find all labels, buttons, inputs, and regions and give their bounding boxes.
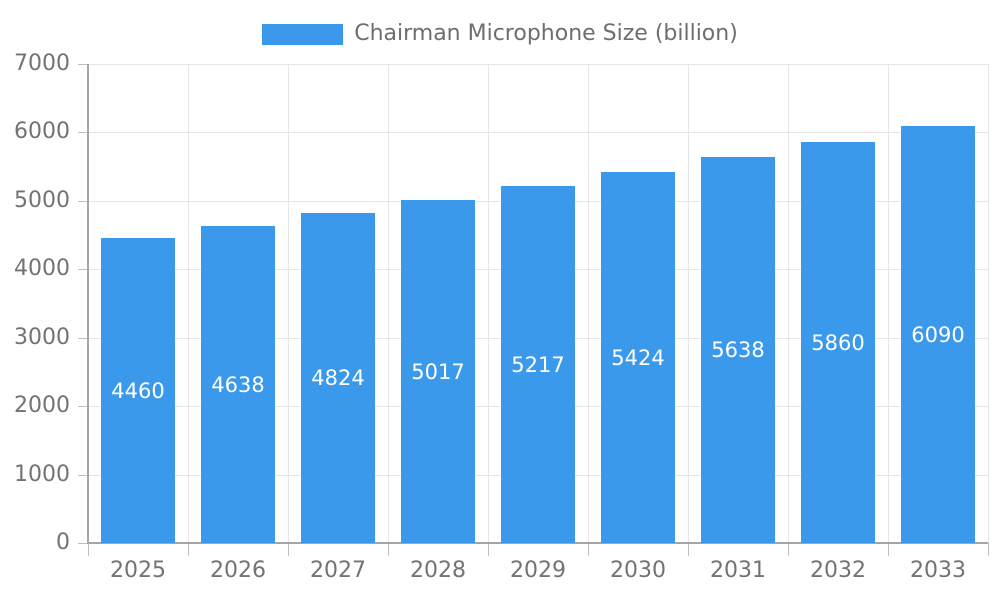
bar-value-label: 4638 bbox=[211, 372, 265, 397]
x-axis-label-2031: 2031 bbox=[710, 558, 766, 583]
gridline-x-8 bbox=[888, 64, 889, 543]
x-axis-label-2033: 2033 bbox=[910, 558, 966, 583]
y-tick-3000 bbox=[78, 338, 88, 339]
gridline-x-4 bbox=[488, 64, 489, 543]
bar-value-label: 5217 bbox=[511, 352, 565, 377]
gridline-x-3 bbox=[388, 64, 389, 543]
legend-swatch-icon bbox=[262, 23, 344, 45]
gridline-x-2 bbox=[288, 64, 289, 543]
bar-2032[interactable]: 5860 bbox=[801, 142, 875, 543]
y-axis-label: 0 bbox=[56, 530, 70, 555]
bar-2031[interactable]: 5638 bbox=[701, 157, 775, 543]
bar-value-label: 5424 bbox=[611, 345, 665, 370]
bar-2030[interactable]: 5424 bbox=[601, 172, 675, 543]
x-axis-label-2029: 2029 bbox=[510, 558, 566, 583]
y-tick-2000 bbox=[78, 406, 88, 407]
y-tick-7000 bbox=[78, 64, 88, 65]
y-axis-label: 3000 bbox=[14, 325, 70, 350]
x-axis-label-2032: 2032 bbox=[810, 558, 866, 583]
x-tick-3 bbox=[388, 543, 389, 556]
y-tick-1000 bbox=[78, 475, 88, 476]
gridline-x-7 bbox=[788, 64, 789, 543]
legend[interactable]: Chairman Microphone Size (billion) bbox=[0, 20, 1000, 48]
y-axis-label: 6000 bbox=[14, 119, 70, 144]
gridline-x-5 bbox=[588, 64, 589, 543]
y-tick-5000 bbox=[78, 201, 88, 202]
x-tick-8 bbox=[888, 543, 889, 556]
y-axis-line bbox=[87, 64, 89, 544]
x-tick-0 bbox=[88, 543, 89, 556]
bar-value-label: 5860 bbox=[811, 330, 865, 355]
bar-2026[interactable]: 4638 bbox=[201, 226, 275, 543]
gridline-x-6 bbox=[688, 64, 689, 543]
bar-2029[interactable]: 5217 bbox=[501, 186, 575, 543]
x-axis-label-2026: 2026 bbox=[210, 558, 266, 583]
gridline-y-6000 bbox=[88, 132, 988, 133]
y-axis-label: 7000 bbox=[14, 51, 70, 76]
x-tick-6 bbox=[688, 543, 689, 556]
x-axis-label-2027: 2027 bbox=[310, 558, 366, 583]
y-axis-label: 4000 bbox=[14, 256, 70, 281]
bar-2027[interactable]: 4824 bbox=[301, 213, 375, 543]
x-tick-5 bbox=[588, 543, 589, 556]
bar-value-label: 4460 bbox=[111, 378, 165, 403]
x-tick-2 bbox=[288, 543, 289, 556]
legend-label: Chairman Microphone Size (billion) bbox=[354, 21, 738, 46]
bar-value-label: 6090 bbox=[911, 322, 965, 347]
x-axis-label-2030: 2030 bbox=[610, 558, 666, 583]
gridline-x-9 bbox=[988, 64, 989, 543]
gridline-y-7000 bbox=[88, 64, 988, 65]
bar-value-label: 5017 bbox=[411, 359, 465, 384]
x-tick-9 bbox=[988, 543, 989, 556]
x-tick-7 bbox=[788, 543, 789, 556]
y-axis-label: 5000 bbox=[14, 188, 70, 213]
x-tick-4 bbox=[488, 543, 489, 556]
gridline-x-1 bbox=[188, 64, 189, 543]
x-axis-line bbox=[88, 542, 988, 544]
y-tick-0 bbox=[78, 543, 88, 544]
y-axis-label: 1000 bbox=[14, 462, 70, 487]
bar-2033[interactable]: 6090 bbox=[901, 126, 975, 543]
bar-value-label: 5638 bbox=[711, 338, 765, 362]
bar-2028[interactable]: 5017 bbox=[401, 200, 475, 543]
x-axis-label-2028: 2028 bbox=[410, 558, 466, 583]
x-axis-label-2025: 2025 bbox=[110, 558, 166, 583]
y-tick-4000 bbox=[78, 269, 88, 270]
y-tick-6000 bbox=[78, 132, 88, 133]
y-axis-label: 2000 bbox=[14, 393, 70, 418]
bar-value-label: 4824 bbox=[311, 366, 365, 390]
bar-2025[interactable]: 4460 bbox=[101, 238, 175, 543]
x-tick-1 bbox=[188, 543, 189, 556]
